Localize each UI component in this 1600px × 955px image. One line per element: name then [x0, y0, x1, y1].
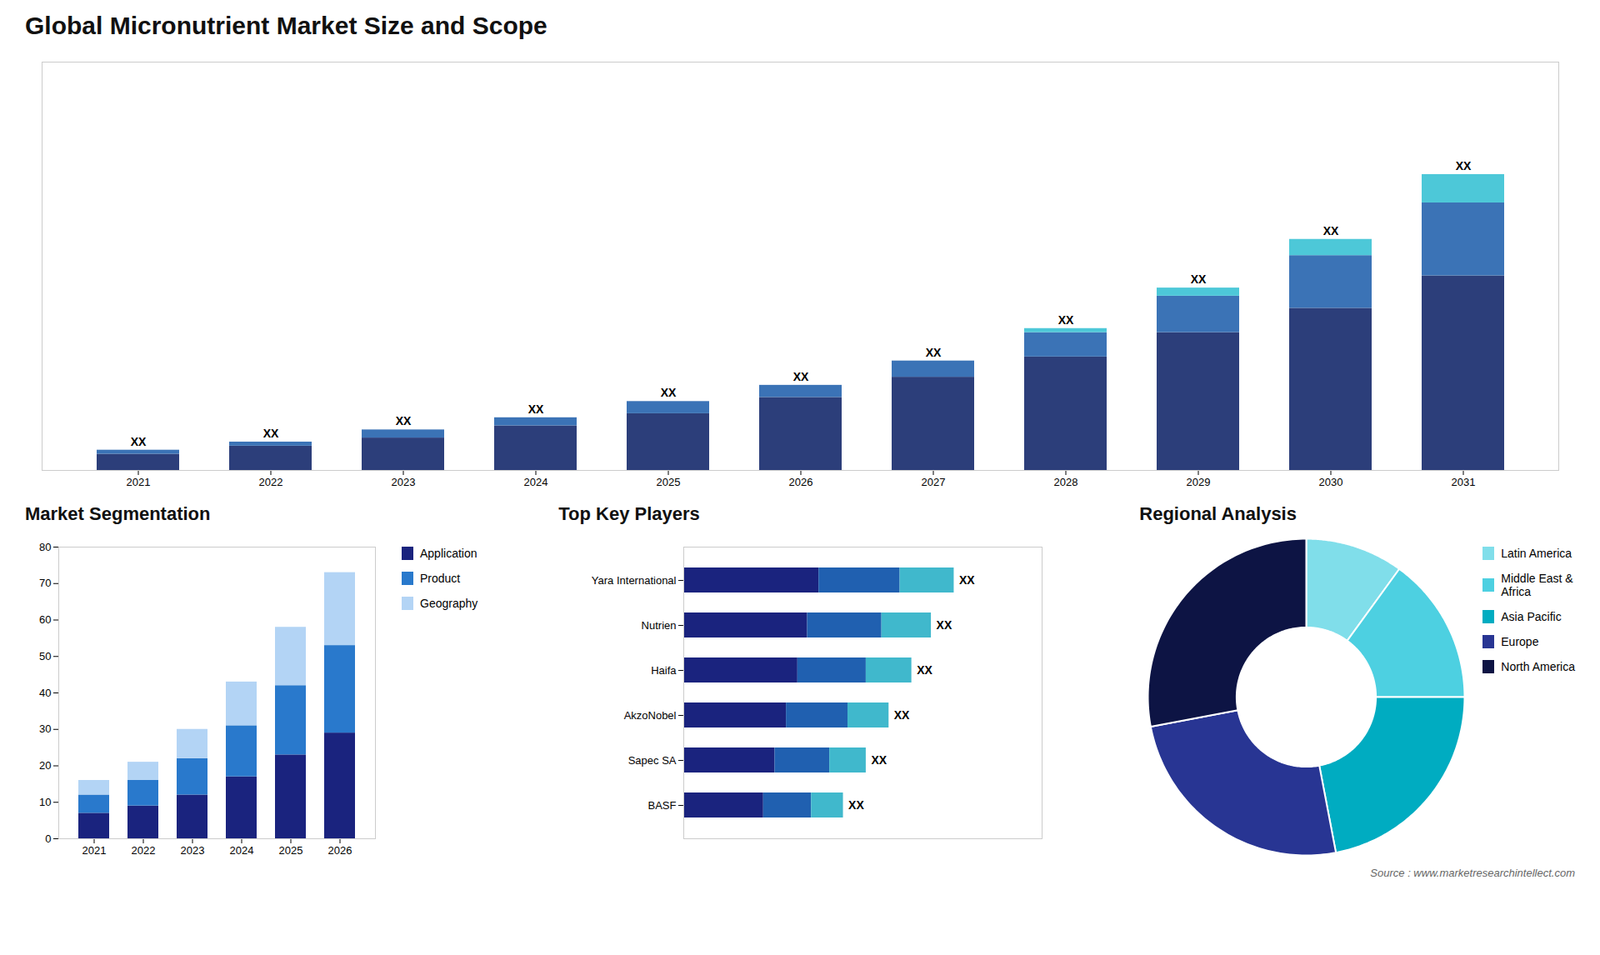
svg-text:Sapec SA: Sapec SA — [628, 754, 677, 767]
html-text:Product: Product — [420, 571, 461, 585]
svg-text:XX: XX — [1455, 159, 1472, 173]
html-text:Europe: Europe — [1501, 635, 1539, 649]
html-text:Geography: Geography — [420, 596, 478, 610]
svg-text:2023: 2023 — [391, 475, 416, 489]
html-text:Source : www.marketresearchint: Source : www.marketresearchintellect.com — [1370, 866, 1575, 880]
html-text:Market Segmentation: Market Segmentation — [25, 503, 211, 525]
svg-text:20: 20 — [39, 759, 51, 772]
svg-text:10: 10 — [39, 795, 51, 809]
svg-text:2029: 2029 — [1186, 475, 1211, 489]
svg-text:2024: 2024 — [524, 475, 549, 489]
svg-text:2025: 2025 — [279, 844, 304, 857]
svg-text:80: 80 — [39, 540, 51, 554]
svg-text:XX: XX — [936, 618, 953, 632]
svg-text:50: 50 — [39, 650, 51, 663]
svg-text:0: 0 — [45, 832, 51, 845]
html-text:Top Key Players: Top Key Players — [558, 503, 700, 525]
svg-text:XX: XX — [130, 435, 147, 449]
svg-text:Yara International: Yara International — [591, 574, 677, 587]
svg-text:2026: 2026 — [789, 475, 814, 489]
svg-text:XX: XX — [263, 426, 280, 440]
svg-text:XX: XX — [871, 753, 888, 767]
svg-text:XX: XX — [1190, 272, 1207, 286]
svg-text:Haifa: Haifa — [650, 664, 677, 677]
svg-text:2022: 2022 — [259, 475, 284, 489]
svg-text:60: 60 — [39, 613, 51, 626]
svg-text:2028: 2028 — [1054, 475, 1079, 489]
svg-text:XX: XX — [848, 798, 865, 812]
svg-text:2027: 2027 — [921, 475, 946, 489]
svg-text:2024: 2024 — [230, 844, 255, 857]
svg-text:2021: 2021 — [82, 844, 107, 857]
svg-text:30: 30 — [39, 722, 51, 735]
svg-text:40: 40 — [39, 686, 51, 700]
svg-text:BASF: BASF — [648, 799, 677, 812]
svg-text:2026: 2026 — [328, 844, 353, 857]
svg-text:2025: 2025 — [656, 475, 681, 489]
svg-text:XX: XX — [925, 345, 942, 360]
svg-text:XX: XX — [660, 385, 677, 400]
svg-text:XX: XX — [793, 370, 810, 384]
html-text:Global Micronutrient Market Si: Global Micronutrient Market Size and Sco… — [25, 11, 548, 40]
html-text:Application: Application — [420, 546, 478, 560]
svg-text:70: 70 — [39, 576, 51, 590]
svg-text:2030: 2030 — [1319, 475, 1344, 489]
html-text:Regional Analysis: Regional Analysis — [1139, 503, 1297, 525]
svg-text:XX: XX — [959, 573, 975, 587]
svg-text:AkzoNobel: AkzoNobel — [624, 709, 677, 722]
svg-text:XX: XX — [1058, 313, 1075, 327]
html-text:Asia Pacific: Asia Pacific — [1501, 610, 1562, 624]
svg-text:XX: XX — [916, 663, 933, 677]
svg-text:2031: 2031 — [1451, 475, 1476, 489]
svg-text:2021: 2021 — [126, 475, 151, 489]
html-text:North America: North America — [1501, 660, 1575, 674]
svg-text:XX: XX — [528, 402, 545, 416]
svg-text:2023: 2023 — [180, 844, 205, 857]
html-text:Middle East & Africa: Middle East & Africa — [1501, 571, 1574, 599]
svg-text:2022: 2022 — [131, 844, 156, 857]
html-text:Latin America: Latin America — [1501, 546, 1572, 560]
svg-text:XX: XX — [1323, 224, 1340, 238]
svg-text:Nutrien: Nutrien — [641, 619, 677, 632]
svg-text:XX: XX — [395, 414, 412, 428]
svg-text:XX: XX — [894, 708, 910, 722]
